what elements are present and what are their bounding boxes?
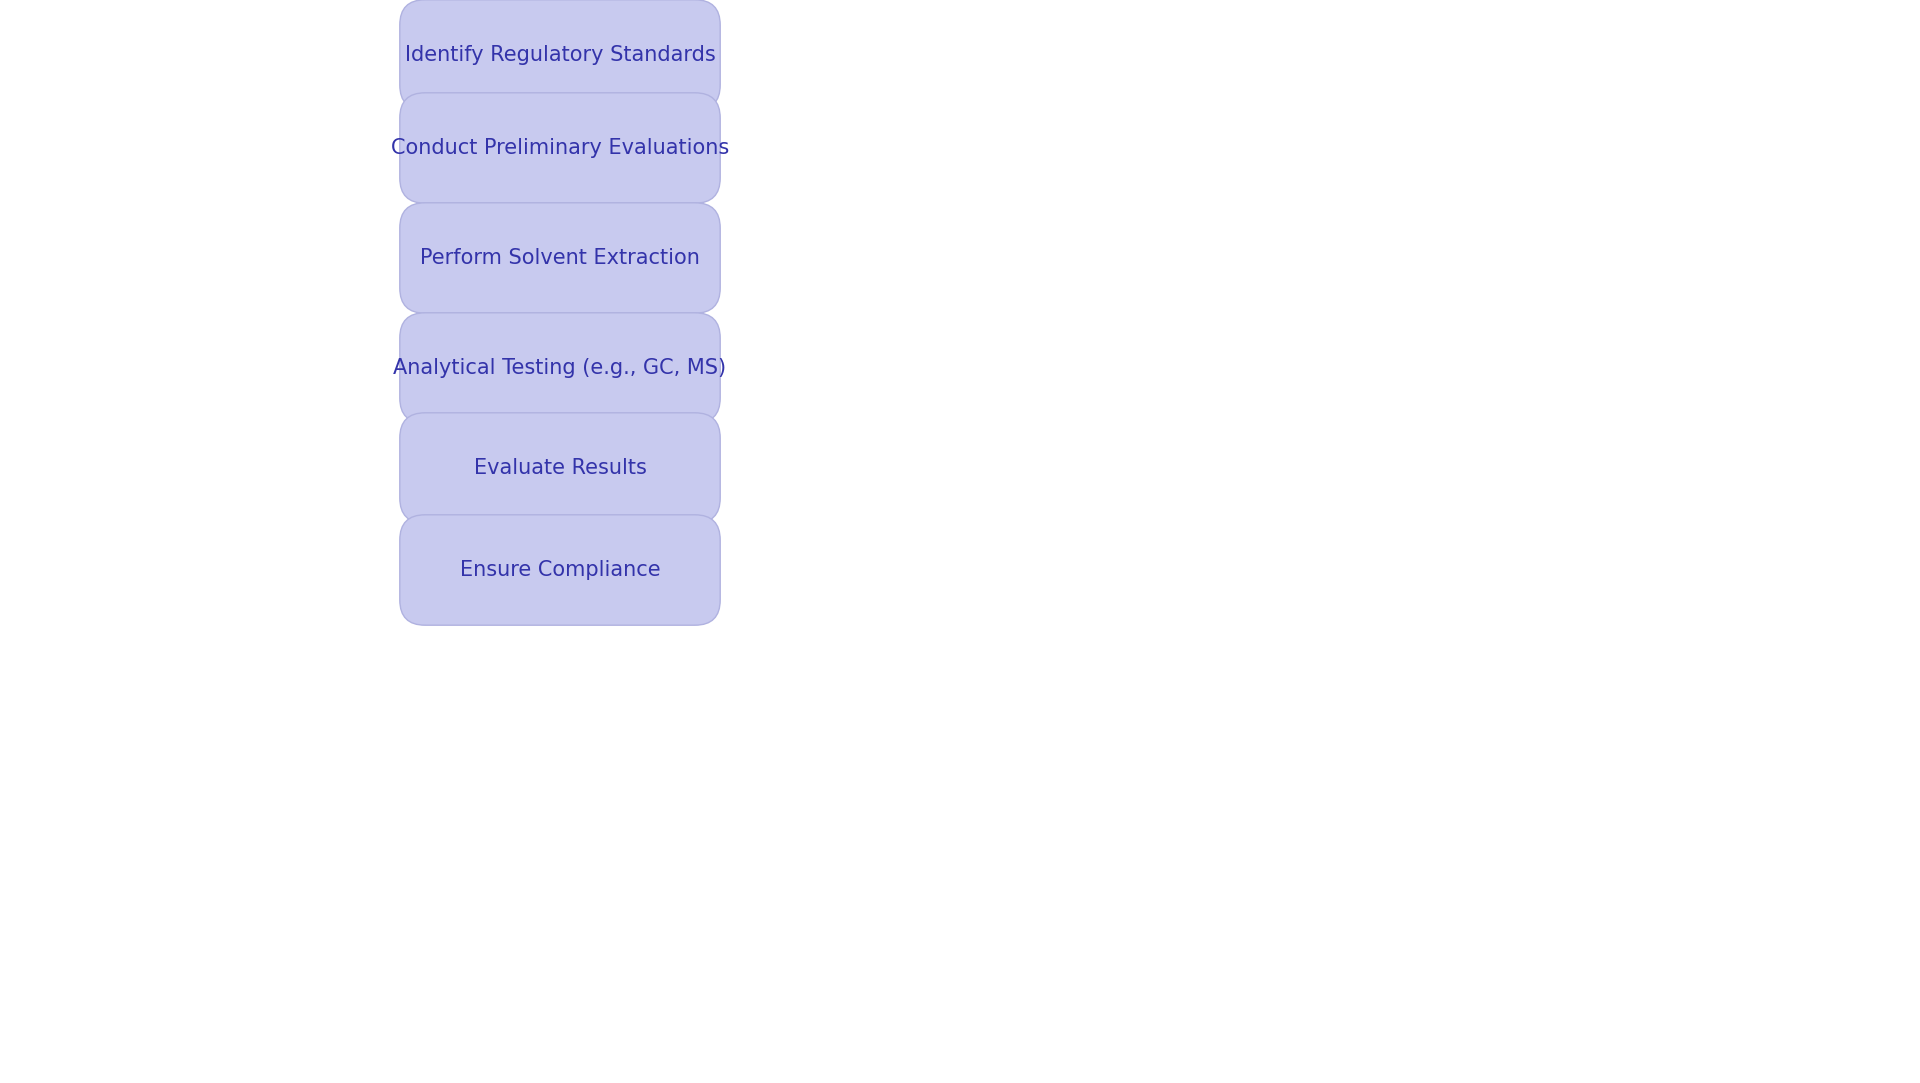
Text: Identify Regulatory Standards: Identify Regulatory Standards	[405, 45, 716, 65]
Text: Perform Solvent Extraction: Perform Solvent Extraction	[420, 248, 701, 268]
Text: Evaluate Results: Evaluate Results	[474, 458, 647, 478]
FancyBboxPatch shape	[399, 514, 720, 625]
Text: Analytical Testing (e.g., GC, MS): Analytical Testing (e.g., GC, MS)	[394, 358, 726, 378]
FancyBboxPatch shape	[399, 93, 720, 204]
Text: Conduct Preliminary Evaluations: Conduct Preliminary Evaluations	[392, 138, 730, 158]
FancyBboxPatch shape	[399, 203, 720, 313]
FancyBboxPatch shape	[399, 0, 720, 110]
Text: Ensure Compliance: Ensure Compliance	[459, 560, 660, 580]
FancyBboxPatch shape	[399, 313, 720, 423]
FancyBboxPatch shape	[399, 413, 720, 523]
